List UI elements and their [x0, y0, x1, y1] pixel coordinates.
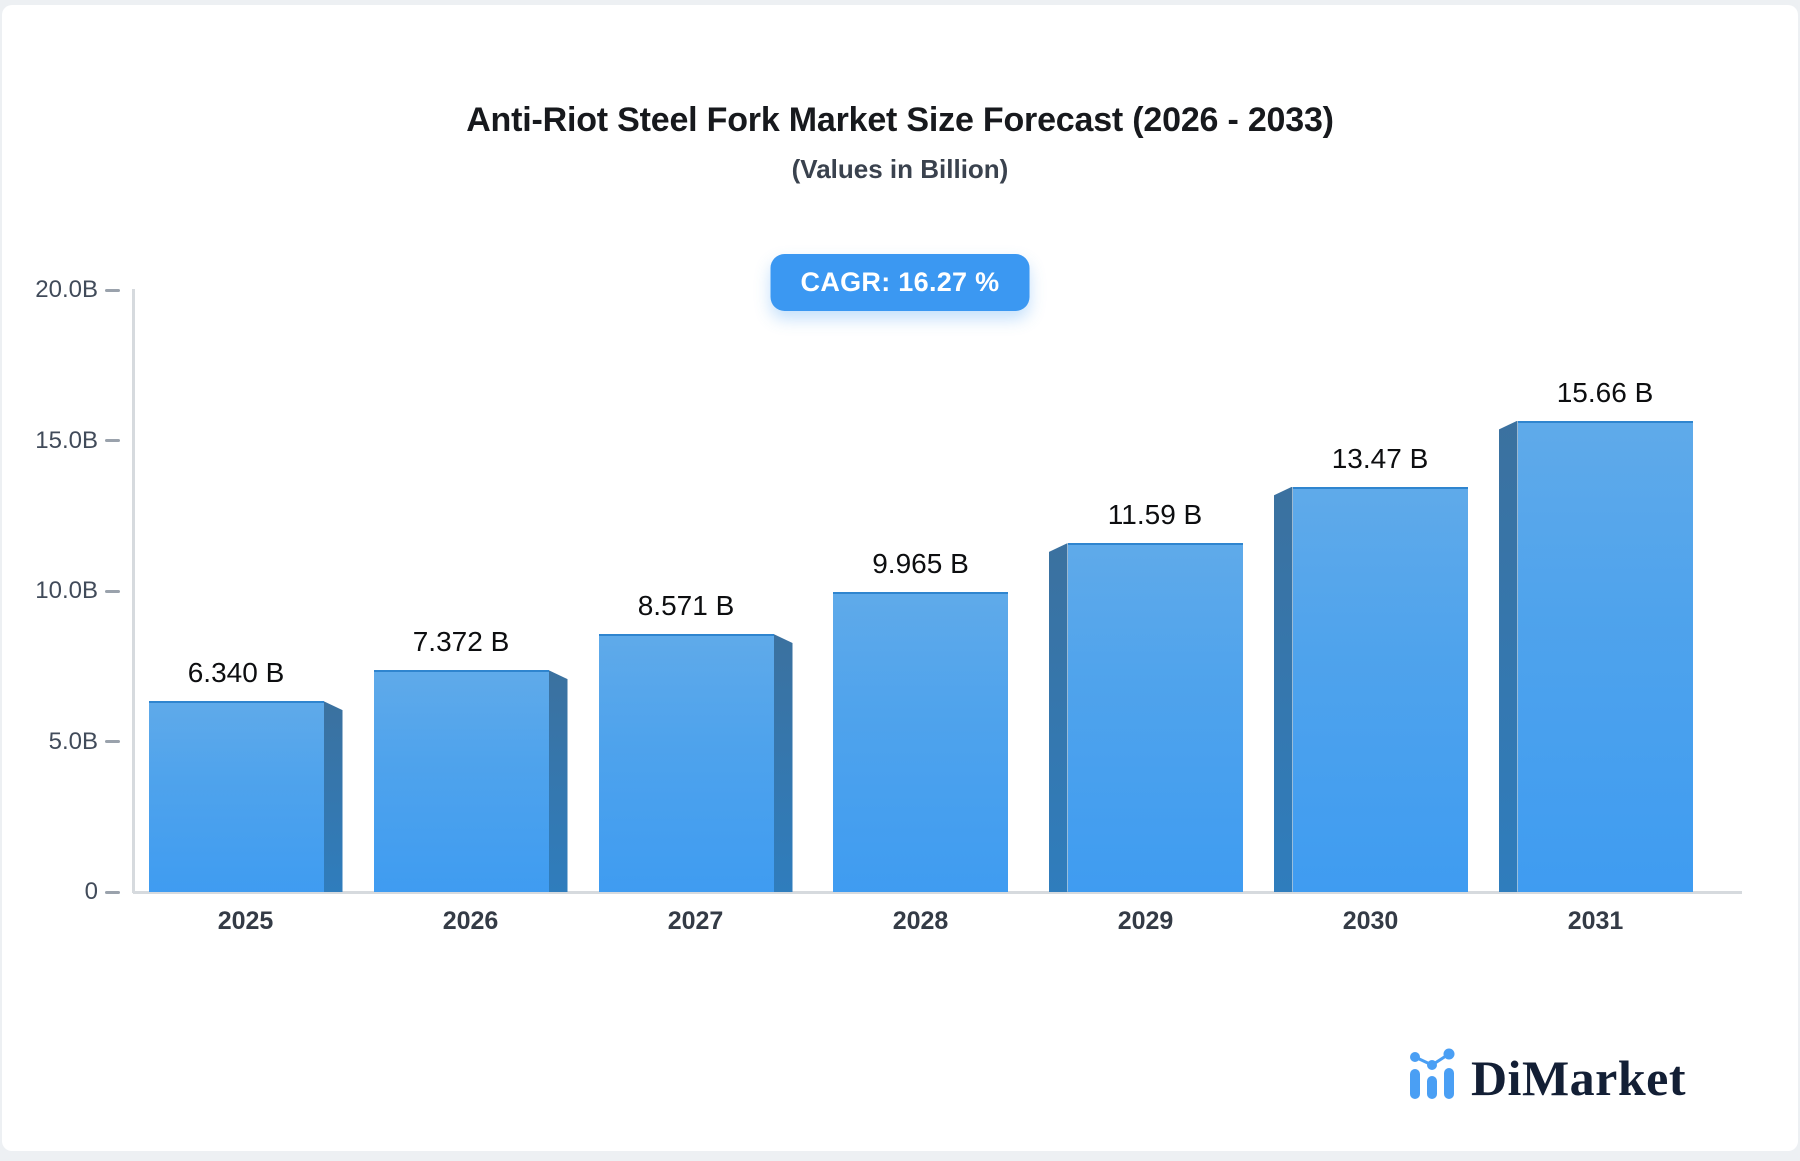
- y-tick-dash: [105, 740, 120, 743]
- bar-value-label: 7.372 B: [412, 626, 510, 658]
- bar-value-label: 6.340 B: [187, 657, 285, 689]
- x-tick-label-2027: 2027: [667, 907, 724, 935]
- y-tick-label: 15.0B: [35, 426, 98, 454]
- y-axis-line: [132, 289, 135, 893]
- x-axis-line: [133, 891, 1742, 894]
- bar-side-face: [773, 634, 793, 892]
- x-tick-label-2025: 2025: [217, 907, 274, 935]
- y-tick-dash: [105, 589, 120, 593]
- brand-name: DiMarket: [1470, 1050, 1686, 1106]
- chart-title: Anti-Riot Steel Fork Market Size Forecas…: [466, 101, 1334, 139]
- bar-value-label: 11.59 B: [1107, 499, 1203, 531]
- x-tick-label-2031: 2031: [1567, 907, 1624, 935]
- brand-logo: DiMarket: [1407, 1043, 1686, 1106]
- bar-value-label: 13.47 B: [1331, 442, 1429, 474]
- bar-side-face: [1048, 543, 1068, 892]
- bar-side-face: [548, 670, 568, 892]
- bar-2031: [1517, 420, 1693, 892]
- y-tick-dash: [105, 288, 120, 292]
- cagr-badge: CAGR: 16.27 %: [770, 254, 1030, 311]
- bar-2030: [1292, 486, 1468, 892]
- bar-2025: [148, 701, 324, 892]
- bar-2027: [598, 634, 774, 892]
- y-tick-label: 5.0B: [48, 727, 98, 755]
- bar-2029: [1067, 543, 1243, 892]
- bar-2026: [373, 670, 549, 892]
- chart-header: Anti-Riot Steel Fork Market Size Forecas…: [2, 101, 1798, 185]
- bar-value-label: 8.571 B: [637, 590, 735, 621]
- bar-value-label: 9.965 B: [872, 548, 969, 580]
- bar-side-face: [323, 701, 343, 892]
- bar-chart-logo-icon: [1409, 1048, 1455, 1099]
- x-tick-label-2028: 2028: [892, 907, 949, 935]
- bar-value-label: 15.66 B: [1556, 376, 1654, 408]
- y-tick-dash: [105, 439, 120, 442]
- y-tick-label: 10.0B: [35, 577, 98, 604]
- bar-side-face: [1498, 420, 1518, 892]
- bar-side-face: [1273, 486, 1293, 892]
- y-tick-label: 20.0B: [35, 276, 98, 303]
- x-tick-label-2026: 2026: [442, 907, 499, 935]
- y-tick-label: 0: [84, 878, 98, 905]
- x-tick-label-2030: 2030: [1342, 907, 1399, 935]
- bar-2028: [833, 592, 1008, 892]
- bar-chart-plot: 20.0B 15.0B 10.0B 5.0B 0 6.340 B 7.372 B 8.571…: [2, 5, 1800, 1161]
- chart-subtitle: (Values in Billion): [791, 154, 1009, 184]
- y-tick-dash: [105, 890, 120, 894]
- chart-card: Anti-Riot Steel Fork Market Size Forecas…: [2, 5, 1798, 1151]
- x-tick-label-2029: 2029: [1117, 907, 1174, 935]
